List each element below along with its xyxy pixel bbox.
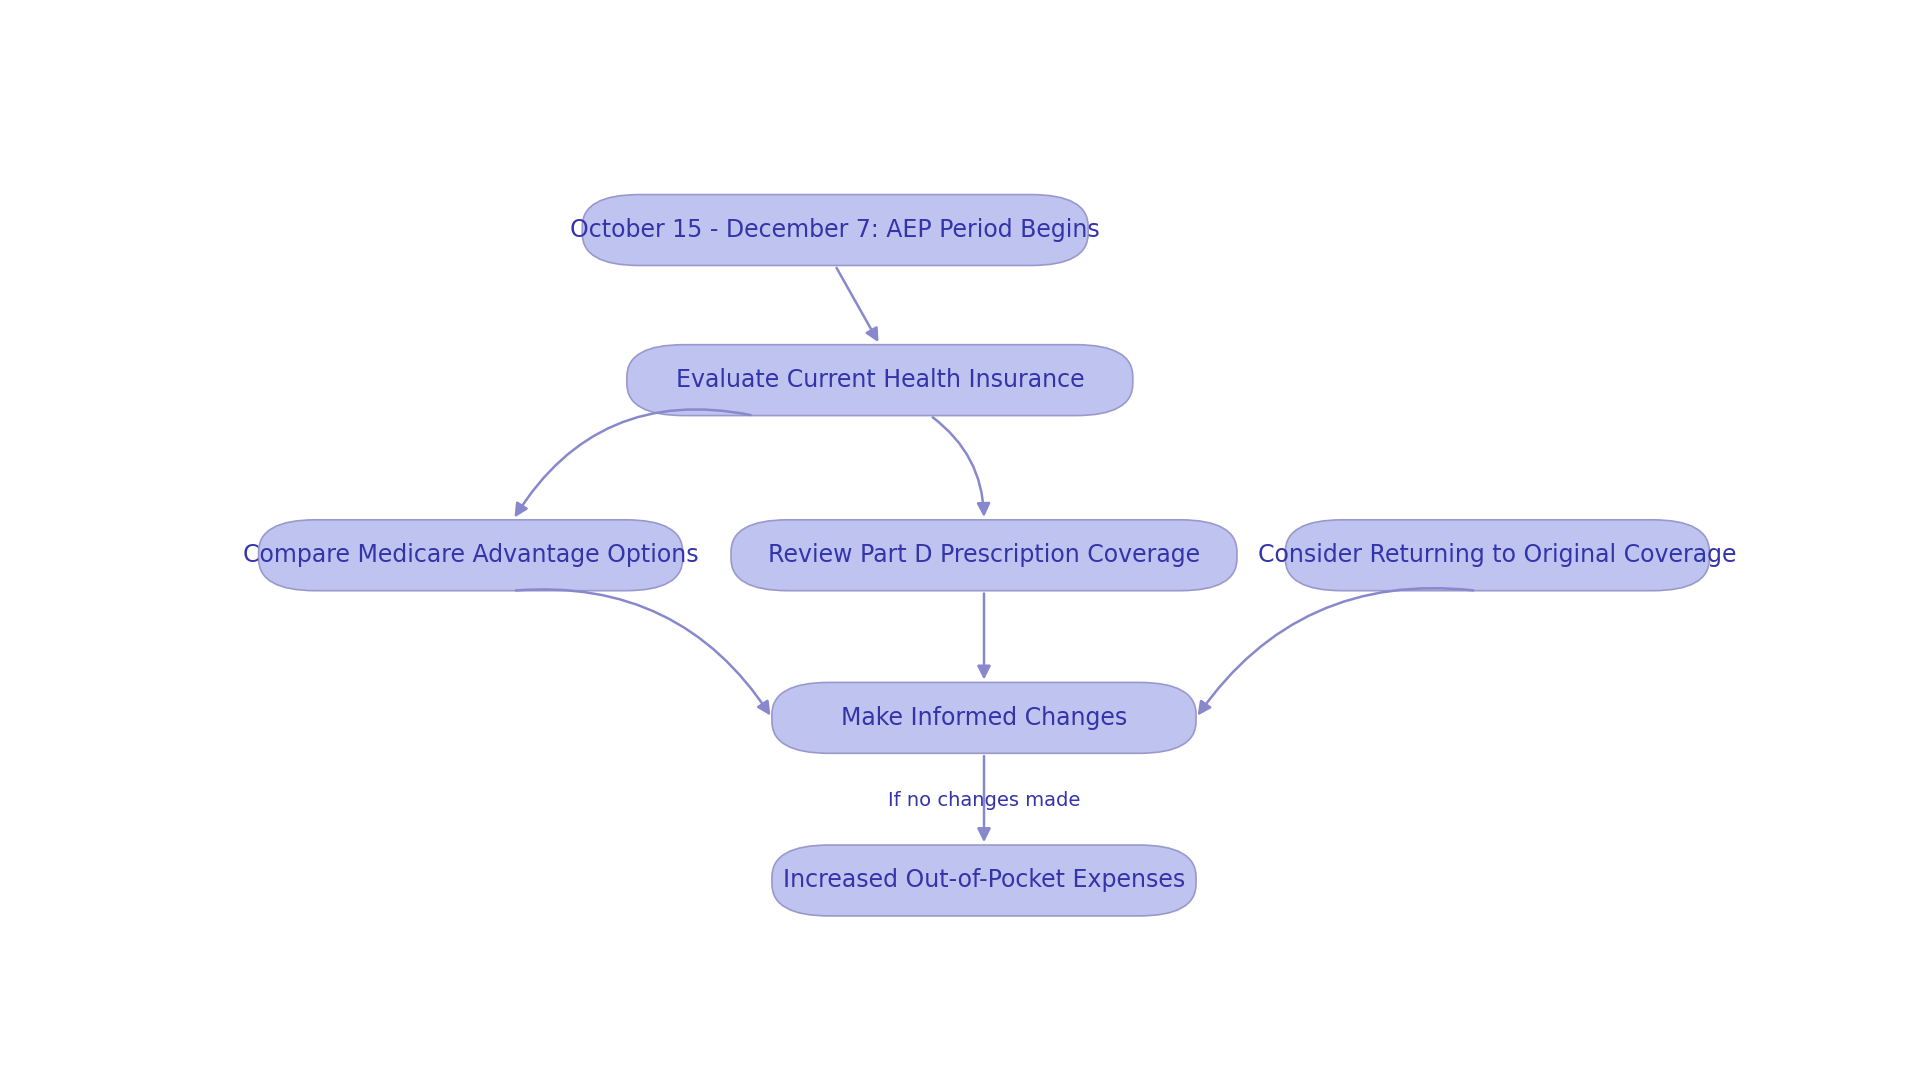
FancyBboxPatch shape bbox=[732, 520, 1236, 590]
FancyBboxPatch shape bbox=[259, 520, 684, 590]
Text: Make Informed Changes: Make Informed Changes bbox=[841, 706, 1127, 730]
FancyBboxPatch shape bbox=[772, 682, 1196, 754]
Text: Evaluate Current Health Insurance: Evaluate Current Health Insurance bbox=[676, 368, 1085, 392]
Text: Increased Out-of-Pocket Expenses: Increased Out-of-Pocket Expenses bbox=[783, 869, 1185, 892]
FancyBboxPatch shape bbox=[626, 344, 1133, 416]
FancyBboxPatch shape bbox=[582, 195, 1089, 265]
FancyBboxPatch shape bbox=[772, 845, 1196, 916]
FancyBboxPatch shape bbox=[1284, 520, 1709, 590]
Text: October 15 - December 7: AEP Period Begins: October 15 - December 7: AEP Period Begi… bbox=[570, 218, 1100, 242]
Text: Consider Returning to Original Coverage: Consider Returning to Original Coverage bbox=[1258, 544, 1736, 567]
Text: Compare Medicare Advantage Options: Compare Medicare Advantage Options bbox=[242, 544, 699, 567]
Text: Review Part D Prescription Coverage: Review Part D Prescription Coverage bbox=[768, 544, 1200, 567]
Text: If no changes made: If no changes made bbox=[887, 791, 1081, 810]
